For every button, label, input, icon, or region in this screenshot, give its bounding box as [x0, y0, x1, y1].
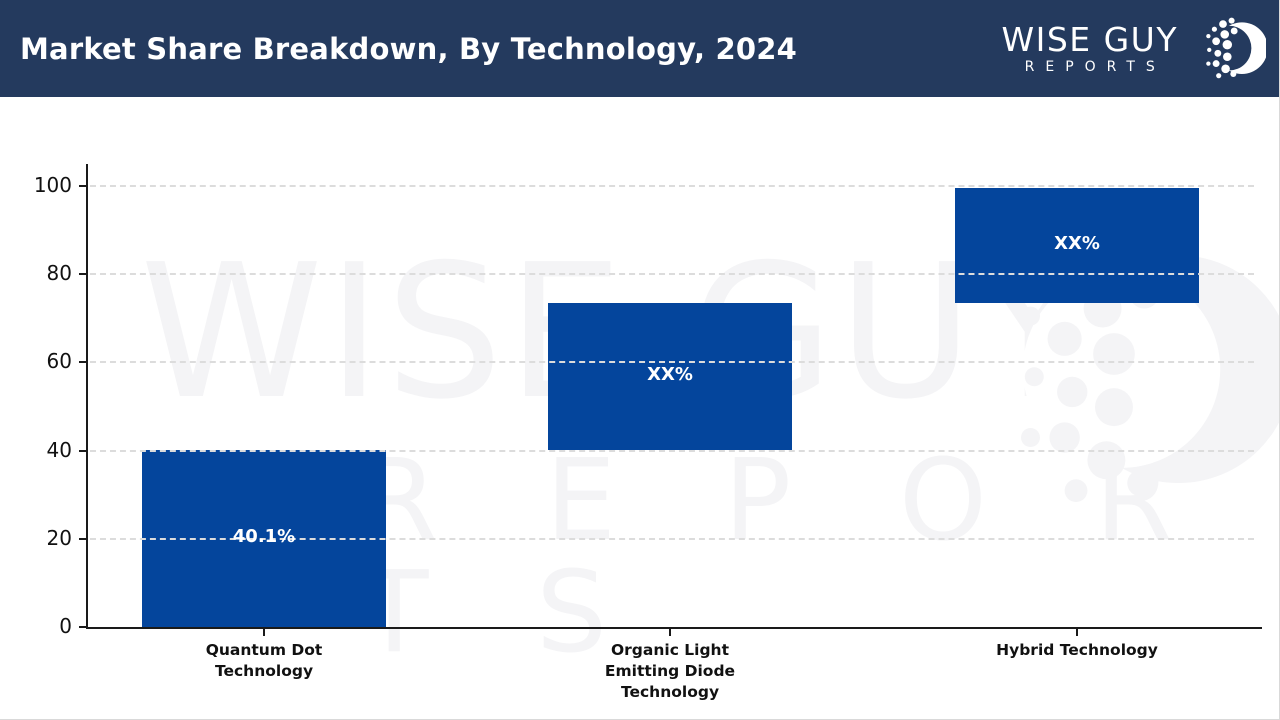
logo-wordmark: WISE GUY [1001, 19, 1178, 59]
y-tick-label: 100 [33, 173, 72, 198]
gridline [90, 273, 1254, 276]
gridline [90, 537, 1254, 540]
logo-reports-text: REPORTS [1024, 59, 1166, 76]
bar-value-label: XX% [647, 363, 693, 385]
y-tick-label: 40 [46, 437, 72, 462]
bar [548, 303, 792, 451]
y-tick-label: 0 [59, 614, 72, 638]
y-tick-mark [79, 361, 88, 364]
y-tick-mark [79, 273, 88, 276]
y-tick-label: 80 [46, 261, 72, 286]
gridline [90, 185, 1254, 188]
brand-logo: WISE GUY REPORTS [1001, 8, 1266, 90]
y-tick-mark [79, 185, 88, 188]
x-category-label: Organic Light Emitting Diode Technology [604, 641, 736, 701]
gridline [90, 361, 1254, 364]
x-tick-mark [263, 629, 265, 636]
gridline [90, 449, 1254, 452]
x-category-label: Hybrid Technology [996, 641, 1158, 659]
x-tick-mark [669, 629, 671, 636]
page-title: Market Share Breakdown, By Technology, 2… [20, 31, 798, 66]
bar-value-label: 40.1% [232, 525, 296, 547]
y-tick-label: 20 [46, 525, 72, 550]
y-tick-label: 60 [46, 349, 72, 374]
header-bar: Market Share Breakdown, By Technology, 2… [0, 0, 1279, 97]
dotted-face-icon [1206, 17, 1266, 79]
y-tick-mark [79, 449, 88, 452]
bar-value-label: XX% [1054, 232, 1100, 254]
x-axis-spine [86, 627, 1262, 629]
x-tick-mark [1076, 629, 1078, 636]
y-tick-mark [79, 537, 88, 540]
x-category-label: Quantum Dot Technology [205, 641, 323, 680]
y-axis-spine [86, 164, 88, 629]
y-tick-mark [79, 626, 88, 628]
